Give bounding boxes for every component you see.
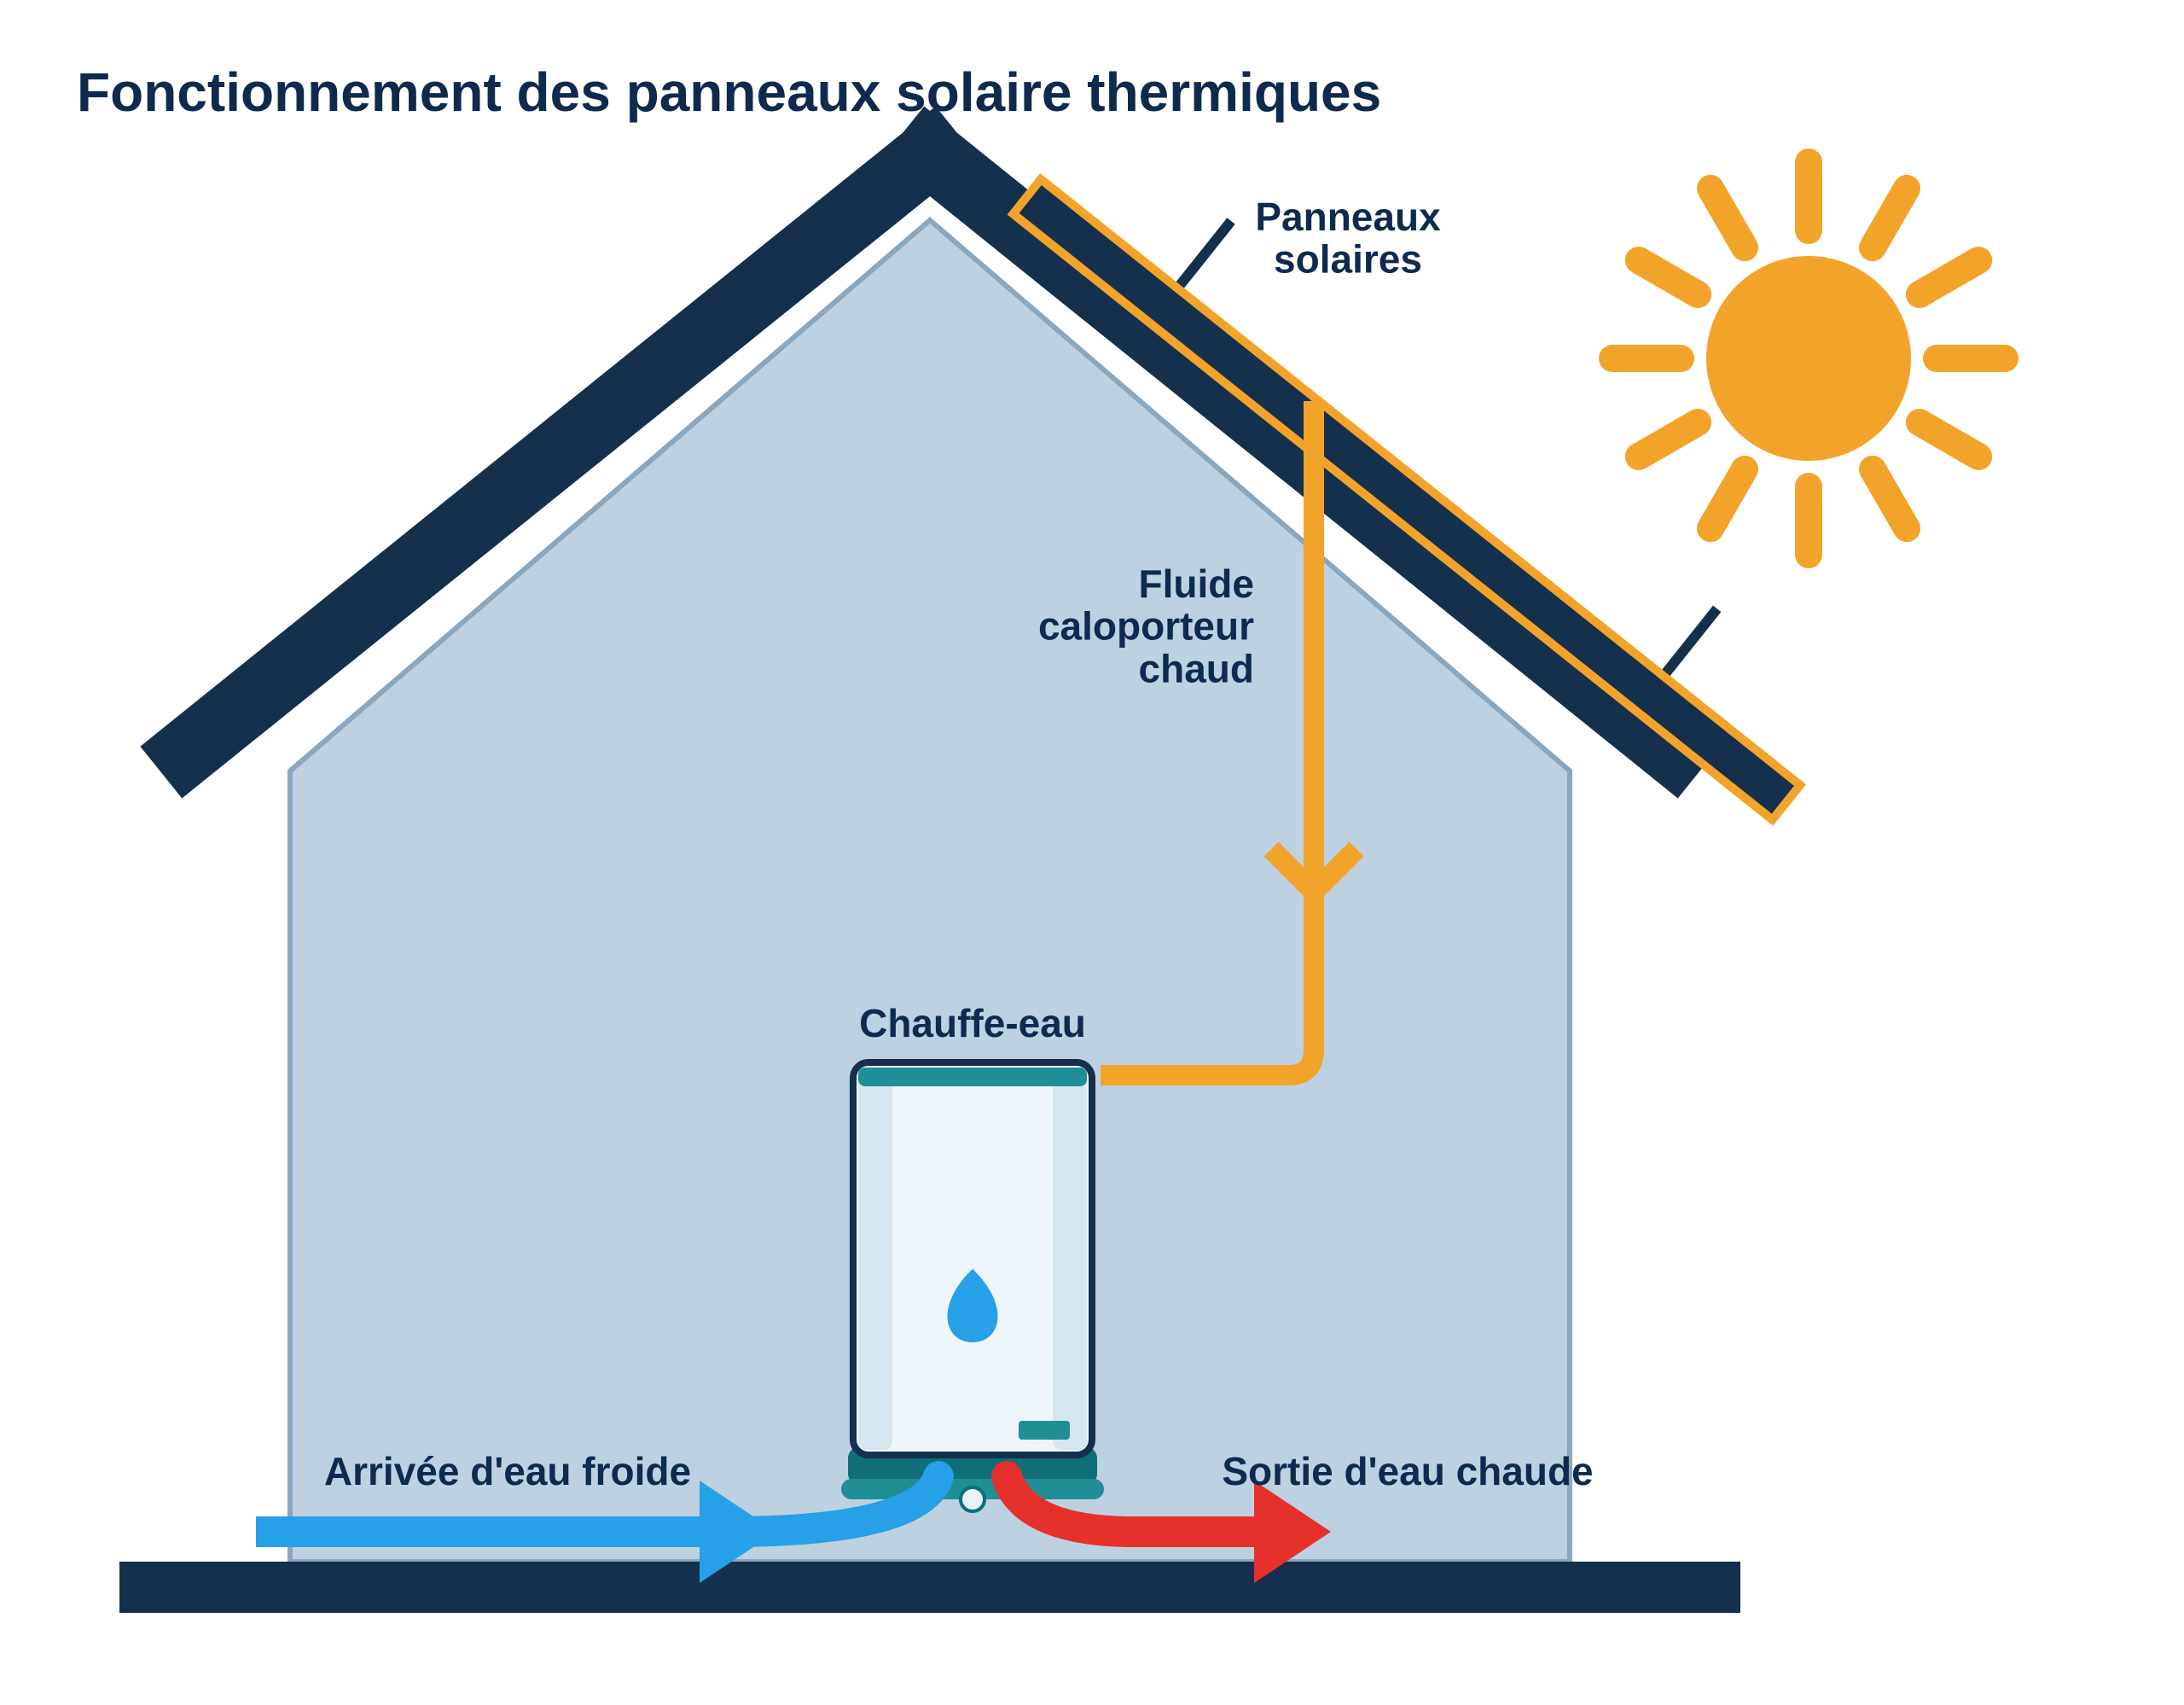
water-heater — [841, 1062, 1104, 1511]
page-title: Fonctionnement des panneaux solaire ther… — [77, 61, 1381, 123]
panel-strut — [1177, 221, 1231, 288]
sun-icon — [1612, 162, 2005, 555]
label-cold-water: Arrivée d'eau froide — [324, 1449, 691, 1493]
label-hot-water: Sortie d'eau chaude — [1222, 1449, 1593, 1493]
panel-strut — [1664, 608, 1717, 676]
label-solar-panels: Panneauxsolaires — [1255, 195, 1441, 282]
label-heater: Chauffe-eau — [859, 1001, 1086, 1045]
ground-bar — [119, 1562, 1740, 1613]
